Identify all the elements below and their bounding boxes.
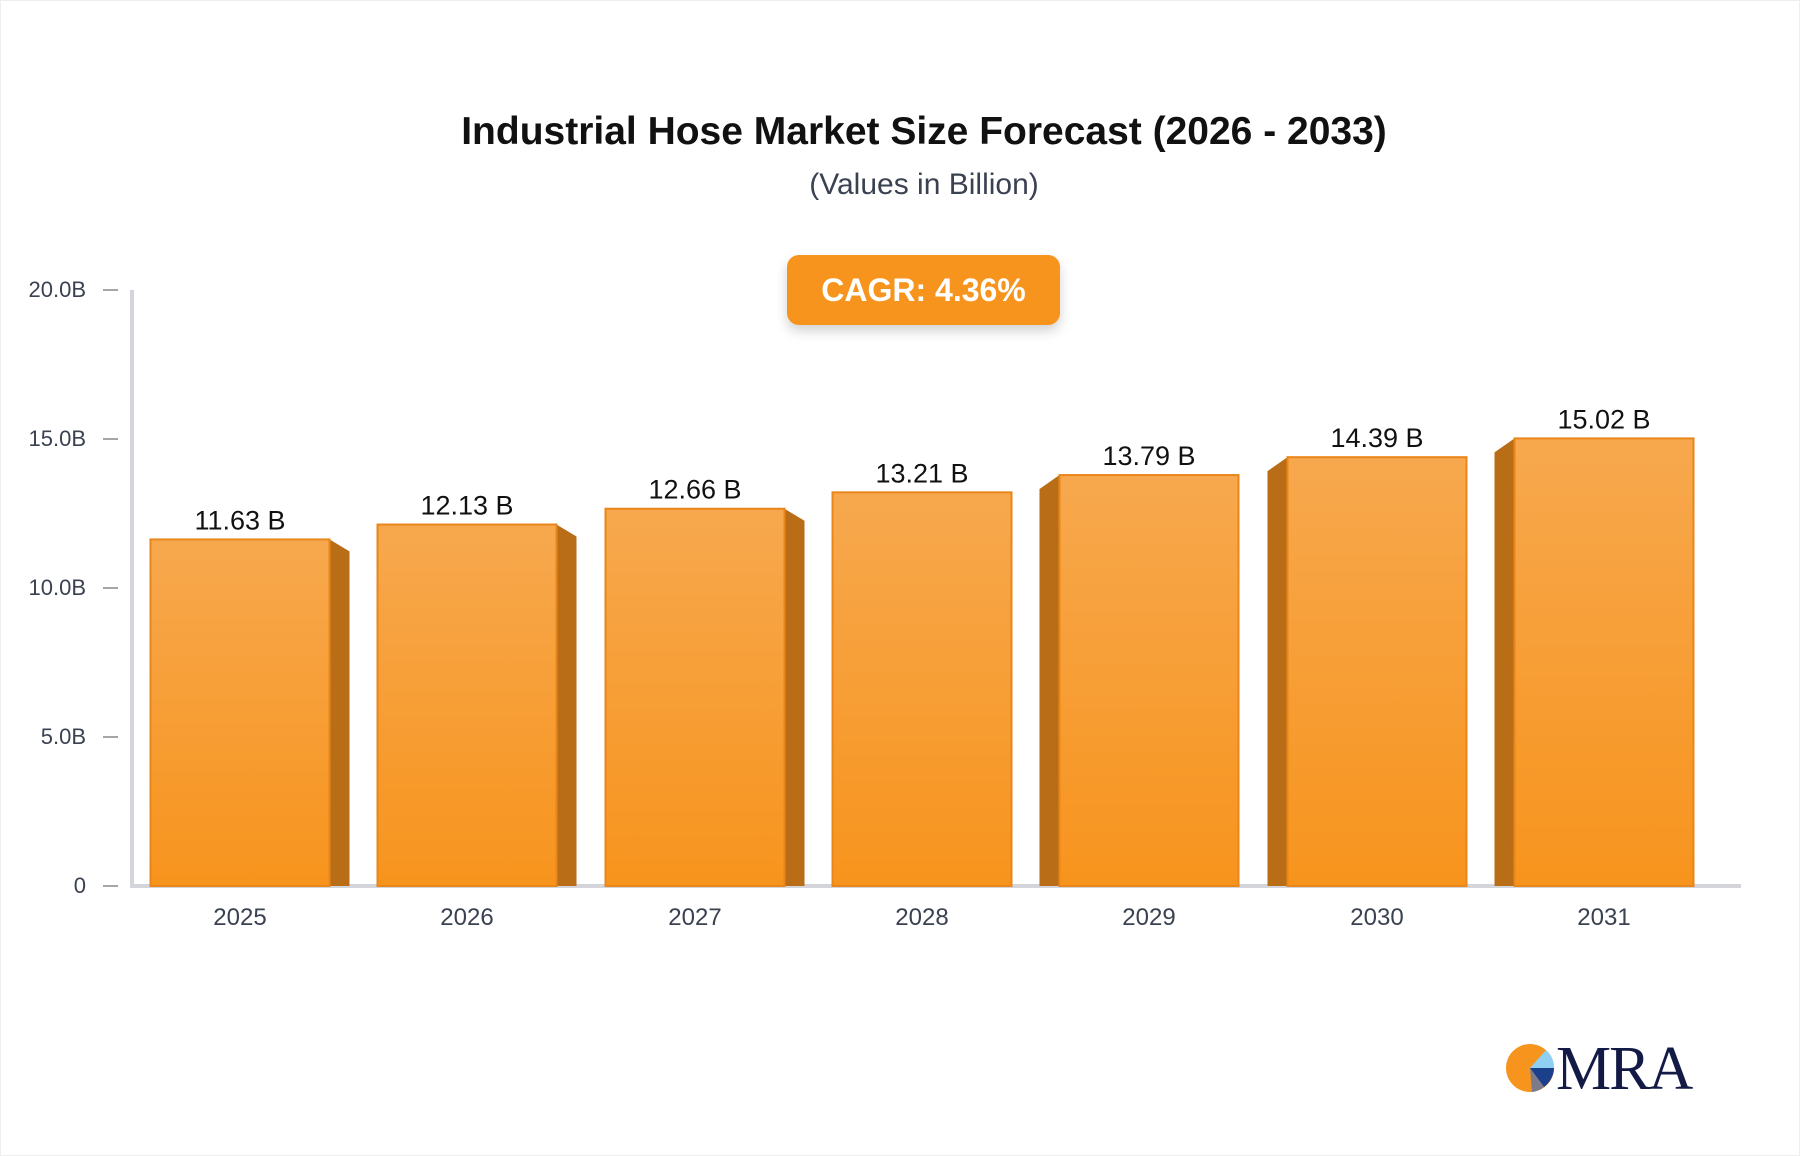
chart-subtitle: (Values in Billion) — [809, 168, 1039, 201]
bar-2025 — [149, 538, 331, 888]
bar-side — [784, 508, 805, 886]
data-label: 12.66 B — [648, 475, 741, 505]
bar-2026 — [376, 523, 558, 887]
y-tick-label: 5.0B — [41, 724, 86, 749]
y-tick-label: 20.0B — [29, 277, 87, 302]
bar-2030 — [1286, 456, 1468, 887]
y-tick-label: 0 — [74, 873, 86, 898]
chart-title: Industrial Hose Market Size Forecast (20… — [461, 110, 1387, 153]
bar-side — [1267, 457, 1288, 886]
bar-side — [329, 539, 350, 886]
x-tick-label: 2025 — [213, 904, 266, 931]
x-tick-label: 2028 — [895, 904, 948, 931]
bar-2028 — [831, 491, 1013, 887]
bar-2031 — [1513, 437, 1695, 887]
x-tick-label: 2027 — [668, 904, 721, 931]
y-tick-label: 10.0B — [29, 575, 87, 600]
x-tick-label: 2030 — [1350, 904, 1403, 931]
bar-side — [1039, 475, 1060, 886]
bar-side — [1494, 438, 1515, 886]
logo-text: MRA — [1556, 1035, 1693, 1103]
data-label: 13.79 B — [1102, 441, 1195, 471]
cagr-badge: CAGR: 4.36% — [787, 255, 1060, 325]
mra-logo: MRA — [1504, 1035, 1694, 1103]
data-label: 14.39 B — [1330, 423, 1423, 453]
data-label: 15.02 B — [1557, 404, 1650, 434]
data-label: 11.63 B — [194, 505, 285, 535]
data-label: 13.21 B — [875, 458, 968, 488]
x-tick-label: 2026 — [440, 904, 493, 931]
bar-side — [556, 524, 577, 886]
x-tick-label: 2029 — [1122, 904, 1175, 931]
y-tick-label: 15.0B — [29, 426, 87, 451]
bar-2027 — [604, 507, 786, 887]
pie-logo-icon — [1506, 1044, 1555, 1092]
bar-2029 — [1058, 474, 1240, 887]
x-tick-label: 2031 — [1577, 904, 1630, 931]
data-label: 12.13 B — [420, 491, 513, 521]
